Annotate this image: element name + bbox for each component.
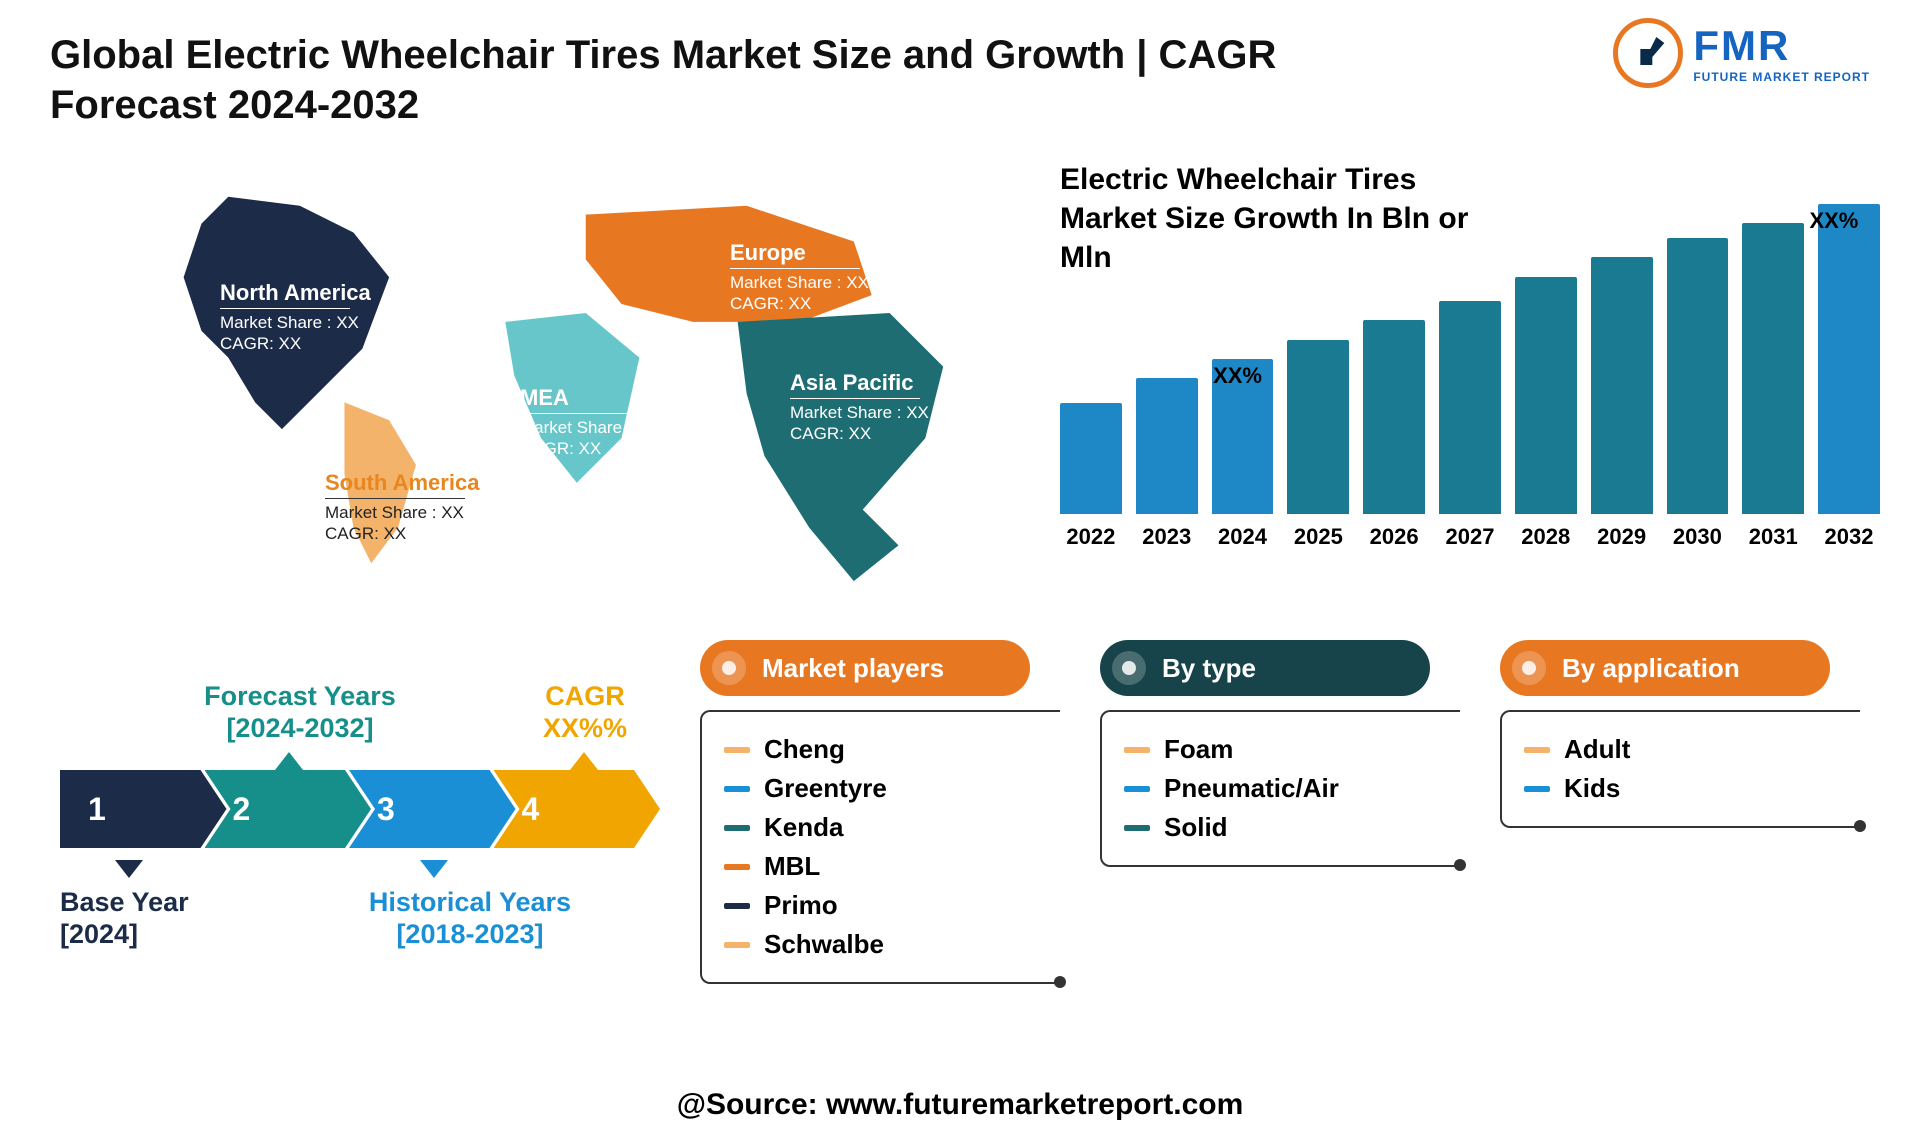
- bar: [1742, 223, 1804, 514]
- label-south-america: South America Market Share : XX CAGR: XX: [325, 470, 479, 544]
- bar-year-label: 2030: [1673, 524, 1722, 550]
- list-item-label: Adult: [1564, 734, 1630, 765]
- bar-year-label: 2024: [1218, 524, 1267, 550]
- bar: [1591, 257, 1653, 514]
- list-item-label: Solid: [1164, 812, 1228, 843]
- bar: [1136, 378, 1198, 514]
- bar: [1439, 301, 1501, 514]
- list-item-label: Greentyre: [764, 773, 887, 804]
- bullet-icon: [1512, 651, 1546, 685]
- timeline-step: 2: [205, 770, 372, 848]
- bar: [1363, 320, 1425, 514]
- cagr-label: CAGR XX%%: [520, 680, 650, 745]
- bar-year-label: 2026: [1370, 524, 1419, 550]
- segment-by-type: By type Foam Pneumatic/Air Solid: [1100, 640, 1460, 867]
- logo-subtitle: FUTURE MARKET REPORT: [1693, 70, 1870, 84]
- bar-year-label: 2032: [1825, 524, 1874, 550]
- dash-icon: [1124, 825, 1150, 831]
- bar-year-label: 2022: [1066, 524, 1115, 550]
- pill-by-application: By application: [1500, 640, 1830, 696]
- bar-annotation: XX%: [1809, 208, 1858, 234]
- list-item-label: Schwalbe: [764, 929, 884, 960]
- list-item: Cheng: [724, 730, 1050, 769]
- dash-icon: [1124, 747, 1150, 753]
- bar-year-label: 2028: [1521, 524, 1570, 550]
- segment-market-players: Market players Cheng Greentyre Kenda MBL Pri…: [700, 640, 1060, 984]
- list-item-label: Pneumatic/Air: [1164, 773, 1339, 804]
- dash-icon: [724, 747, 750, 753]
- list-item-label: Cheng: [764, 734, 845, 765]
- dash-icon: [1524, 786, 1550, 792]
- bar-year-label: 2023: [1142, 524, 1191, 550]
- bar-column: 2022: [1060, 403, 1122, 550]
- dash-icon: [724, 864, 750, 870]
- bar-column: 2027: [1439, 301, 1501, 550]
- bullet-icon: [1112, 651, 1146, 685]
- bar: [1060, 403, 1122, 514]
- label-europe: Europe Market Share : XX CAGR: XX: [730, 240, 869, 314]
- list-item: Primo: [724, 886, 1050, 925]
- label-mea: MEA Market Share : XX CAGR: XX: [520, 385, 659, 459]
- bar-column: 2023: [1136, 378, 1198, 550]
- bar-column: 2032: [1818, 204, 1880, 550]
- bar-column: 2025: [1287, 340, 1349, 550]
- bar-year-label: 2031: [1749, 524, 1798, 550]
- list-item: Foam: [1124, 730, 1450, 769]
- dash-icon: [724, 903, 750, 909]
- forecast-years-label: Forecast Years [2024-2032]: [190, 680, 410, 745]
- logo-fmr-text: FMR: [1693, 22, 1870, 70]
- label-north-america: North America Market Share : XX CAGR: XX: [220, 280, 371, 354]
- dash-icon: [724, 825, 750, 831]
- bar: [1818, 204, 1880, 514]
- fmr-logo: FMR FUTURE MARKET REPORT: [1613, 18, 1870, 88]
- bullet-icon: [712, 651, 746, 685]
- segment-by-application: By application Adult Kids: [1500, 640, 1860, 828]
- list-item: Pneumatic/Air: [1124, 769, 1450, 808]
- bar-year-label: 2027: [1445, 524, 1494, 550]
- list-item: Kids: [1524, 769, 1850, 808]
- timeline-arrows: Forecast Years [2024-2032] CAGR XX%% 123…: [60, 680, 660, 996]
- bar: [1287, 340, 1349, 514]
- bar: [1667, 238, 1729, 514]
- list-item: Adult: [1524, 730, 1850, 769]
- bar: [1515, 277, 1577, 514]
- dash-icon: [1124, 786, 1150, 792]
- list-item: Schwalbe: [724, 925, 1050, 964]
- list-item-label: MBL: [764, 851, 820, 882]
- growth-bar-chart: Electric Wheelchair Tires Market Size Gr…: [1060, 160, 1880, 590]
- world-map: North America Market Share : XX CAGR: XX…: [70, 170, 1030, 590]
- base-year-label: Base Year [2024]: [60, 886, 240, 951]
- bar-year-label: 2029: [1597, 524, 1646, 550]
- list-item: Kenda: [724, 808, 1050, 847]
- list-item: Solid: [1124, 808, 1450, 847]
- dash-icon: [1524, 747, 1550, 753]
- pill-market-players: Market players: [700, 640, 1030, 696]
- region-asia-pacific: [738, 313, 944, 581]
- list-item-label: Kids: [1564, 773, 1620, 804]
- source-footer: @Source: www.futuremarketreport.com: [0, 1088, 1920, 1122]
- bar-year-label: 2025: [1294, 524, 1343, 550]
- pill-by-type: By type: [1100, 640, 1430, 696]
- list-item: MBL: [724, 847, 1050, 886]
- timeline-step: 4: [494, 770, 661, 848]
- bar-column: 2026: [1363, 320, 1425, 550]
- timeline-step: 1: [60, 770, 227, 848]
- historical-years-label: Historical Years [2018-2023]: [340, 886, 600, 951]
- list-item-label: Primo: [764, 890, 838, 921]
- list-item: Greentyre: [724, 769, 1050, 808]
- list-item-label: Foam: [1164, 734, 1233, 765]
- telescope-icon: [1613, 18, 1683, 88]
- label-asia-pacific: Asia Pacific Market Share : XX CAGR: XX: [790, 370, 929, 444]
- bar-column: 2028: [1515, 277, 1577, 550]
- bar-column: 2030: [1667, 238, 1729, 550]
- page-title: Global Electric Wheelchair Tires Market …: [50, 30, 1440, 130]
- timeline-step: 3: [349, 770, 516, 848]
- dash-icon: [724, 942, 750, 948]
- bar-column: 2031: [1742, 223, 1804, 550]
- dash-icon: [724, 786, 750, 792]
- bar-column: 2029: [1591, 257, 1653, 550]
- list-item-label: Kenda: [764, 812, 843, 843]
- bar-annotation: XX%: [1213, 363, 1262, 389]
